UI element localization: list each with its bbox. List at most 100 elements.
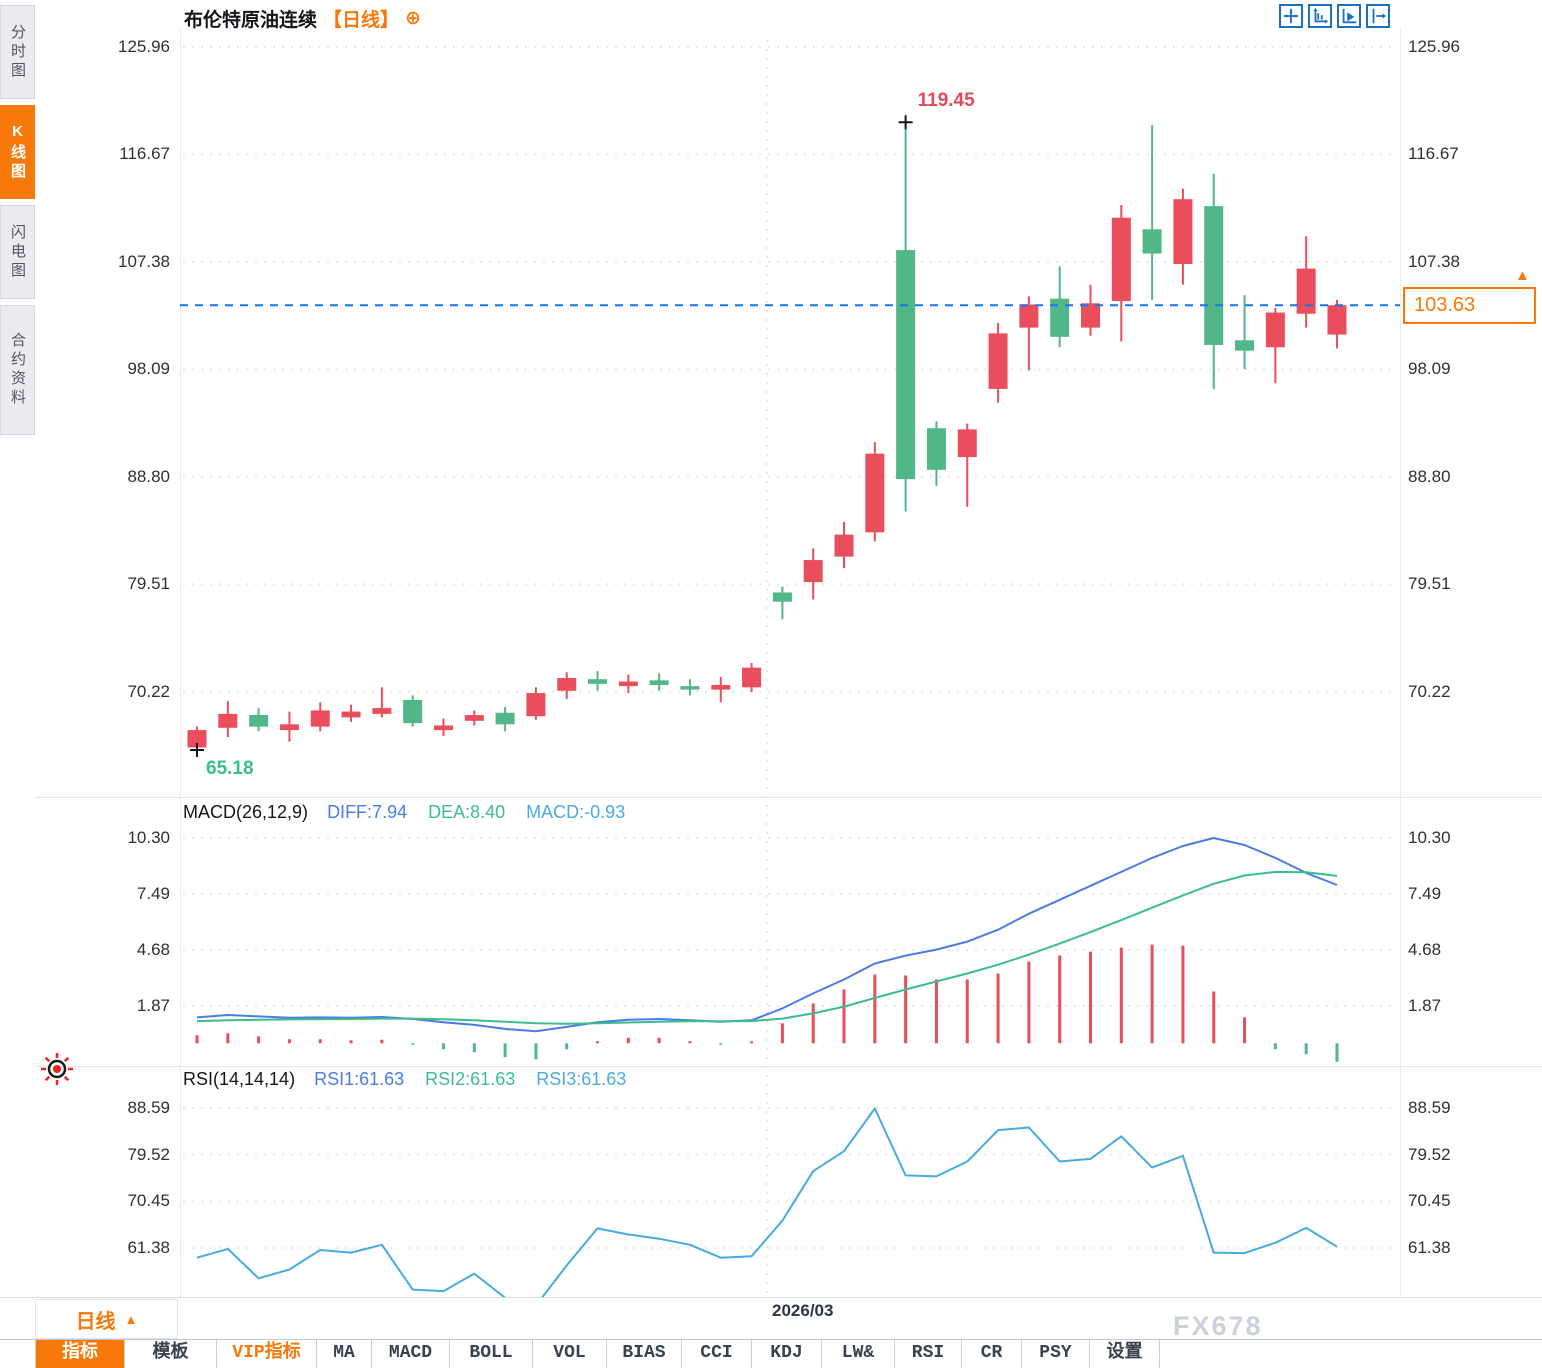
rsi-name: RSI(14,14,14) bbox=[183, 1069, 296, 1089]
toolbar-button-template[interactable]: 模板 bbox=[125, 1340, 217, 1368]
candle[interactable] bbox=[403, 700, 423, 724]
x-axis-date-label: 2026/03 bbox=[772, 1301, 834, 1320]
sidebar-tab-kline-chart[interactable]: K线图 bbox=[0, 105, 35, 199]
candle[interactable] bbox=[464, 715, 484, 721]
candle[interactable] bbox=[1050, 298, 1070, 337]
toolbar-button-boll[interactable]: BOLL bbox=[450, 1340, 533, 1368]
low-price-label: 65.18 bbox=[206, 757, 254, 779]
price-axis-tick-left: 70.22 bbox=[127, 681, 170, 701]
timeframe-dropdown-button[interactable]: 日线 ▲ bbox=[35, 1299, 178, 1339]
candle[interactable] bbox=[1204, 206, 1224, 345]
rsi-axis-tick-right: 88.59 bbox=[1408, 1098, 1451, 1117]
candle[interactable] bbox=[926, 428, 946, 470]
candle[interactable] bbox=[1327, 305, 1347, 335]
period-tag: 【日线】 bbox=[323, 10, 400, 31]
candle[interactable] bbox=[218, 713, 238, 728]
candle[interactable] bbox=[495, 712, 515, 725]
toolbar-button-kdj[interactable]: KDJ bbox=[752, 1340, 822, 1368]
toolbar-button-rsi[interactable]: RSI bbox=[895, 1340, 962, 1368]
candle[interactable] bbox=[1173, 199, 1193, 264]
rsi-axis-tick-left: 79.52 bbox=[127, 1144, 170, 1164]
panel-separator bbox=[35, 1066, 1542, 1067]
axis-scale-icon[interactable] bbox=[1308, 4, 1332, 28]
toolbar-button-indicator[interactable]: 指标 bbox=[35, 1340, 125, 1368]
candle[interactable] bbox=[865, 453, 885, 533]
price-axis-tick-left: 98.09 bbox=[127, 359, 170, 379]
toolbar-button-lwr[interactable]: LW& bbox=[822, 1340, 895, 1368]
price-axis-tick-right: 70.22 bbox=[1408, 681, 1451, 701]
candle[interactable] bbox=[1296, 268, 1316, 314]
candles[interactable] bbox=[187, 122, 1347, 750]
candle[interactable] bbox=[433, 725, 453, 731]
toolbar-button-macd[interactable]: MACD bbox=[372, 1340, 450, 1368]
candle[interactable] bbox=[772, 592, 792, 602]
candle[interactable] bbox=[310, 710, 330, 727]
toolbar-button-psy[interactable]: PSY bbox=[1022, 1340, 1090, 1368]
indicator-settings-sun-icon[interactable] bbox=[38, 1050, 76, 1093]
chart-tool-icons bbox=[1279, 4, 1390, 28]
price-axis-tick-left: 107.38 bbox=[118, 251, 170, 271]
macd-axis-tick-right: 7.49 bbox=[1408, 883, 1442, 903]
candle[interactable] bbox=[680, 686, 700, 690]
rsi-header: RSI(14,14,14) RSI1:61.63 RSI2:61.63 RSI3… bbox=[183, 1069, 626, 1090]
candle[interactable] bbox=[957, 429, 977, 458]
sidebar-tab-lightning-chart[interactable]: 闪电图 bbox=[0, 205, 35, 299]
candle[interactable] bbox=[249, 715, 269, 727]
toolbar-button-cci[interactable]: CCI bbox=[682, 1340, 752, 1368]
price-axis-tick-left: 125.96 bbox=[118, 37, 170, 56]
candle[interactable] bbox=[341, 711, 361, 718]
candle[interactable] bbox=[372, 708, 392, 714]
plot-left-border bbox=[180, 28, 181, 1297]
circle-plus-icon[interactable]: ⊕ bbox=[405, 8, 421, 29]
price-axis-tick-left: 116.67 bbox=[119, 144, 170, 164]
macd-axis-tick-left: 10.30 bbox=[127, 827, 170, 847]
macd-axis-tick-right: 4.68 bbox=[1408, 939, 1442, 959]
macd-name: MACD(26,12,9) bbox=[183, 802, 309, 822]
price-axis-tick-right: 116.67 bbox=[1408, 144, 1459, 164]
left-chart-mode-tabs: 分时图 K线图 闪电图 合约资料 bbox=[0, 5, 36, 441]
price-axis-tick-left: 79.51 bbox=[127, 574, 170, 594]
candle[interactable] bbox=[742, 667, 762, 688]
high-price-label: 119.45 bbox=[917, 90, 975, 112]
candle[interactable] bbox=[526, 693, 546, 717]
toolbar-button-vip-indicator[interactable]: VIP指标 bbox=[217, 1340, 317, 1368]
candle[interactable] bbox=[1235, 340, 1255, 351]
candle[interactable] bbox=[803, 560, 823, 583]
price-axis-tick-right: 98.09 bbox=[1408, 359, 1451, 379]
instrument-title: 布伦特原油连续 bbox=[184, 10, 318, 31]
candle[interactable] bbox=[187, 730, 207, 748]
candle[interactable] bbox=[279, 724, 299, 731]
candle[interactable] bbox=[1142, 229, 1162, 254]
sidebar-tab-time-chart[interactable]: 分时图 bbox=[0, 5, 35, 99]
candle[interactable] bbox=[988, 333, 1008, 389]
crosshair-icon[interactable] bbox=[1279, 4, 1303, 28]
candle[interactable] bbox=[649, 680, 669, 685]
pan-right-icon[interactable] bbox=[1366, 4, 1390, 28]
brand-watermark: FX678 bbox=[1173, 1311, 1263, 1341]
candle[interactable] bbox=[896, 250, 916, 480]
candle[interactable] bbox=[1265, 312, 1285, 348]
candle[interactable] bbox=[711, 684, 731, 690]
macd-macd-value: MACD:-0.93 bbox=[526, 802, 626, 822]
candle[interactable] bbox=[618, 681, 638, 687]
toolbar-button-vol[interactable]: VOL bbox=[533, 1340, 607, 1368]
candle[interactable] bbox=[588, 679, 608, 684]
last-price-tag: 103.63 bbox=[1403, 287, 1536, 325]
rsi-axis-tick-right: 79.52 bbox=[1408, 1144, 1451, 1164]
toolbar-button-ma[interactable]: MA bbox=[317, 1340, 372, 1368]
toolbar-button-cr[interactable]: CR bbox=[962, 1340, 1022, 1368]
candle[interactable] bbox=[1111, 217, 1131, 301]
timeframe-label: 日线 bbox=[75, 1310, 116, 1333]
sidebar-tab-contract-info[interactable]: 合约资料 bbox=[0, 305, 35, 435]
candle[interactable] bbox=[557, 678, 577, 691]
rsi-axis-tick-right: 70.45 bbox=[1408, 1191, 1451, 1211]
toolbar-button-bias[interactable]: BIAS bbox=[607, 1340, 682, 1368]
rsi-axis-tick-left: 88.59 bbox=[127, 1098, 170, 1117]
candle[interactable] bbox=[834, 534, 854, 557]
play-axis-icon[interactable] bbox=[1337, 4, 1361, 28]
toolbar-button-settings[interactable]: 设置 bbox=[1090, 1340, 1160, 1368]
candle[interactable] bbox=[1019, 304, 1039, 328]
candle[interactable] bbox=[1080, 303, 1100, 328]
